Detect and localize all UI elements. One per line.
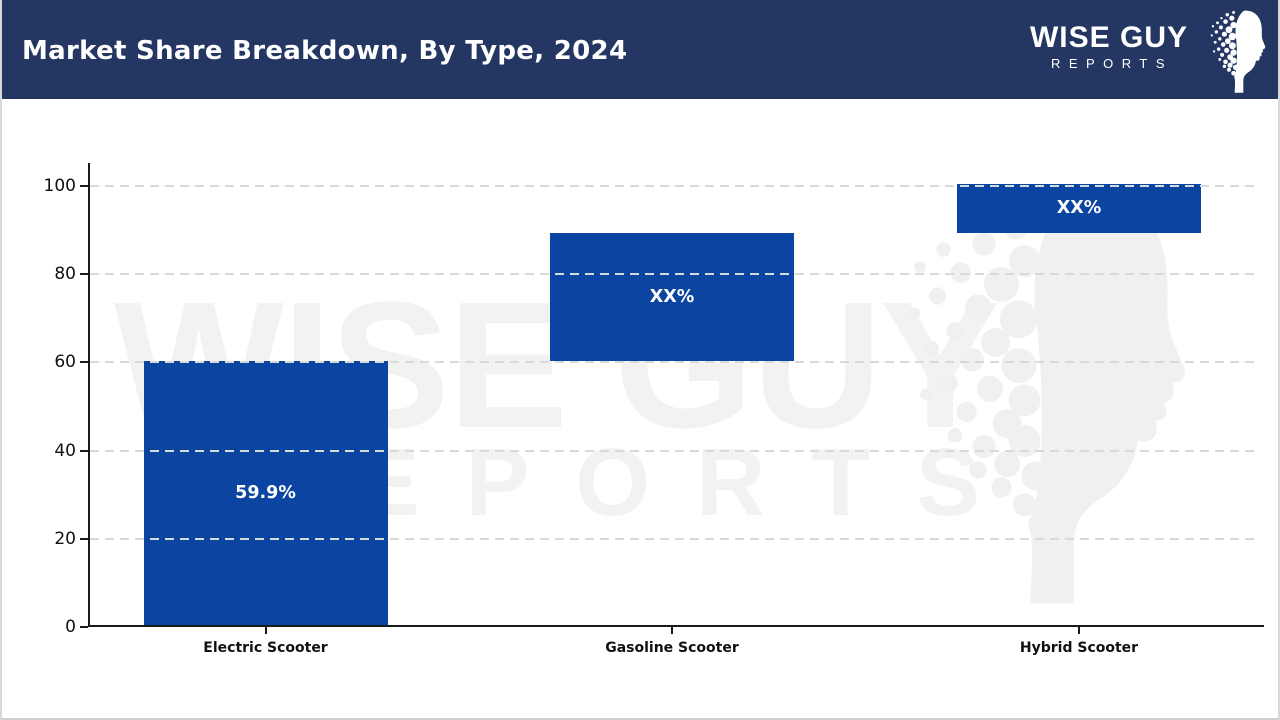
y-tick-label-0: 0 [65,617,76,637]
header-bar: Market Share Breakdown, By Type, 2024 WI… [2,0,1278,99]
y-tick-100 [80,185,88,187]
logo-text: WISE GUY REPORTS [1020,21,1198,72]
wise-guy-logo: WISE GUY REPORTS [1020,5,1268,95]
y-tick-0 [80,626,88,628]
gridline-20 [90,537,1255,540]
logo-subtitle: REPORTS [1050,56,1174,71]
x-category-label: Electric Scooter [203,640,328,656]
x-category-label: Hybrid Scooter [1019,640,1139,656]
plot-area: 0 20 40 60 80 100 59.9% Electric Scooter XX% Gaso… [44,163,1264,656]
y-tick-40 [80,449,88,452]
logo-head-icon [1210,10,1266,93]
y-tick-label-80: 80 [54,264,76,285]
bar-value-label: XX% [1056,198,1102,219]
y-tick-20 [80,537,88,540]
logo-wordmark: WISE GUY [1029,21,1188,54]
page-title: Market Share Breakdown, By Type, 2024 [22,36,628,66]
gridline-80 [90,273,1255,276]
x-category-label: Gasoline Scooter [605,640,739,656]
gridline-40 [90,449,1255,452]
gridline-100 [90,185,1255,187]
gridline-60 [90,361,1255,364]
y-tick-80 [80,273,88,276]
y-axis-line [88,163,90,627]
y-tick-label-20: 20 [54,528,76,549]
y-tick-60 [80,361,88,364]
y-tick-label-60: 60 [54,352,76,373]
bar-hybrid-scooter: XX% [957,184,1201,233]
y-tick-label-100: 100 [43,176,76,196]
bar-gasoline-scooter: XX% [550,232,794,361]
x-tick-3 [1078,627,1080,634]
y-tick-label-40: 40 [54,440,76,461]
x-axis-line [90,625,1264,627]
x-tick-1 [264,627,267,634]
x-tick-2 [671,627,673,634]
bar-electric-scooter: 59.9% [143,360,388,625]
bar-value-label: 59.9% [235,482,296,503]
bar-value-label: XX% [649,286,695,307]
